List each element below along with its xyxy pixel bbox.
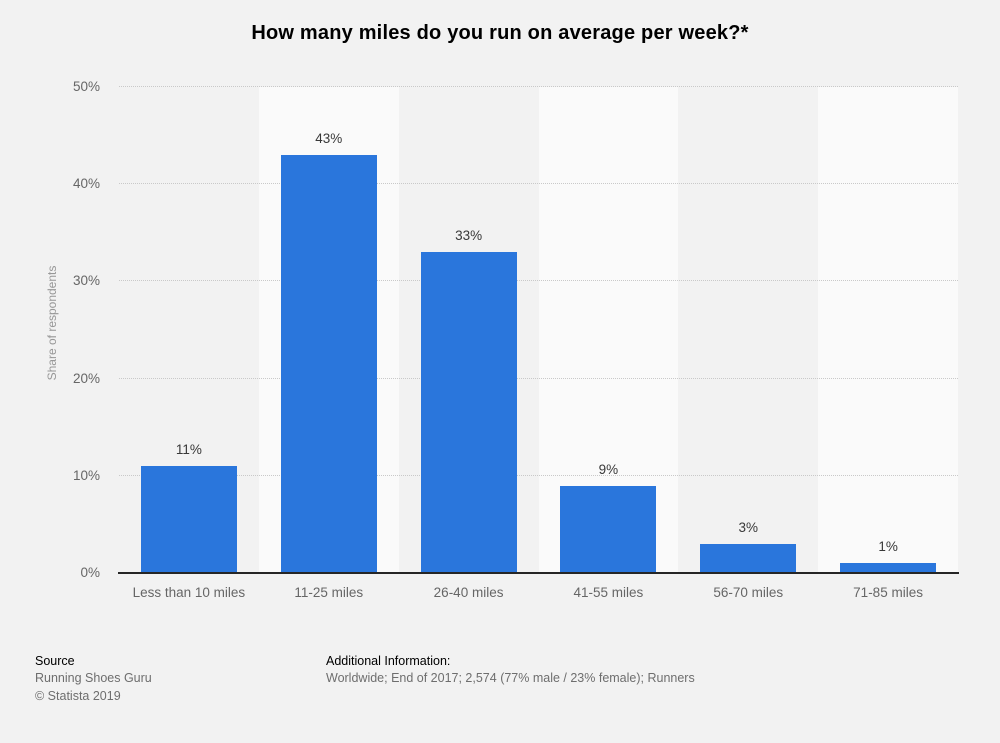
x-axis-category-label: 11-25 miles	[294, 585, 364, 600]
x-axis-category-label: Less than 10 miles	[132, 585, 246, 600]
bar-value-label: 33%	[455, 228, 483, 244]
bar-11-25-miles	[280, 155, 377, 573]
y-tick-label: 10%	[72, 467, 100, 483]
x-axis-category-label: 26-40 miles	[433, 585, 504, 600]
bar-less-than-10-miles	[140, 466, 237, 573]
bar-value-label: 43%	[315, 131, 343, 147]
bar-26-40-miles	[420, 252, 517, 573]
y-tick-label: 20%	[72, 370, 100, 386]
bar-value-label: 11%	[175, 442, 202, 458]
bar-value-label: 9%	[598, 461, 619, 477]
y-tick-label: 40%	[72, 176, 100, 192]
bar-56-70-miles	[700, 543, 797, 573]
x-axis-category-label: 41-55 miles	[573, 585, 644, 600]
footer-source-block: Source Running Shoes Guru © Statista 201…	[35, 653, 152, 705]
x-axis-line	[118, 572, 959, 574]
source-heading: Source	[35, 654, 75, 668]
bar-71-85-miles	[840, 563, 937, 573]
additional-info-heading: Additional Information:	[326, 654, 451, 668]
gridline-30	[119, 280, 958, 282]
x-axis-category-label: 56-70 miles	[713, 585, 784, 600]
source-name: Running Shoes Guru	[35, 671, 152, 686]
gridline-50	[119, 86, 958, 87]
gridline-10	[119, 474, 958, 476]
copyright-notice: © Statista 2019	[35, 688, 121, 703]
gridline-20	[119, 377, 958, 379]
chart-title: How many miles do you run on average per…	[251, 22, 749, 44]
bar-41-55-miles	[560, 485, 657, 573]
y-tick-label: 50%	[72, 79, 100, 94]
gridline-40	[119, 183, 958, 185]
plot-band	[818, 87, 958, 573]
y-tick-label: 0%	[80, 565, 100, 580]
footer-additional-block: Additional Information: Worldwide; End o…	[326, 653, 695, 688]
x-axis-category-label: 71-85 miles	[853, 585, 923, 600]
bar-value-label: 1%	[878, 539, 898, 555]
bar-value-label: 3%	[738, 519, 758, 535]
y-tick-label: 30%	[72, 273, 100, 289]
additional-info-text: Worldwide; End of 2017; 2,574 (77% male …	[326, 671, 695, 686]
